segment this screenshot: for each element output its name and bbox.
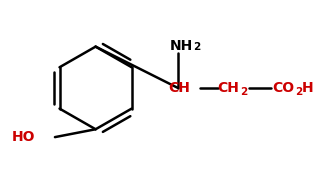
Text: 2: 2 bbox=[295, 87, 302, 97]
Text: NH: NH bbox=[170, 39, 193, 53]
Text: 2: 2 bbox=[240, 87, 248, 97]
Text: 2: 2 bbox=[193, 42, 200, 52]
Text: HO: HO bbox=[11, 130, 35, 144]
Text: CH: CH bbox=[217, 81, 239, 95]
Text: CO: CO bbox=[272, 81, 294, 95]
Text: CH: CH bbox=[168, 81, 190, 95]
Text: H: H bbox=[302, 81, 313, 95]
